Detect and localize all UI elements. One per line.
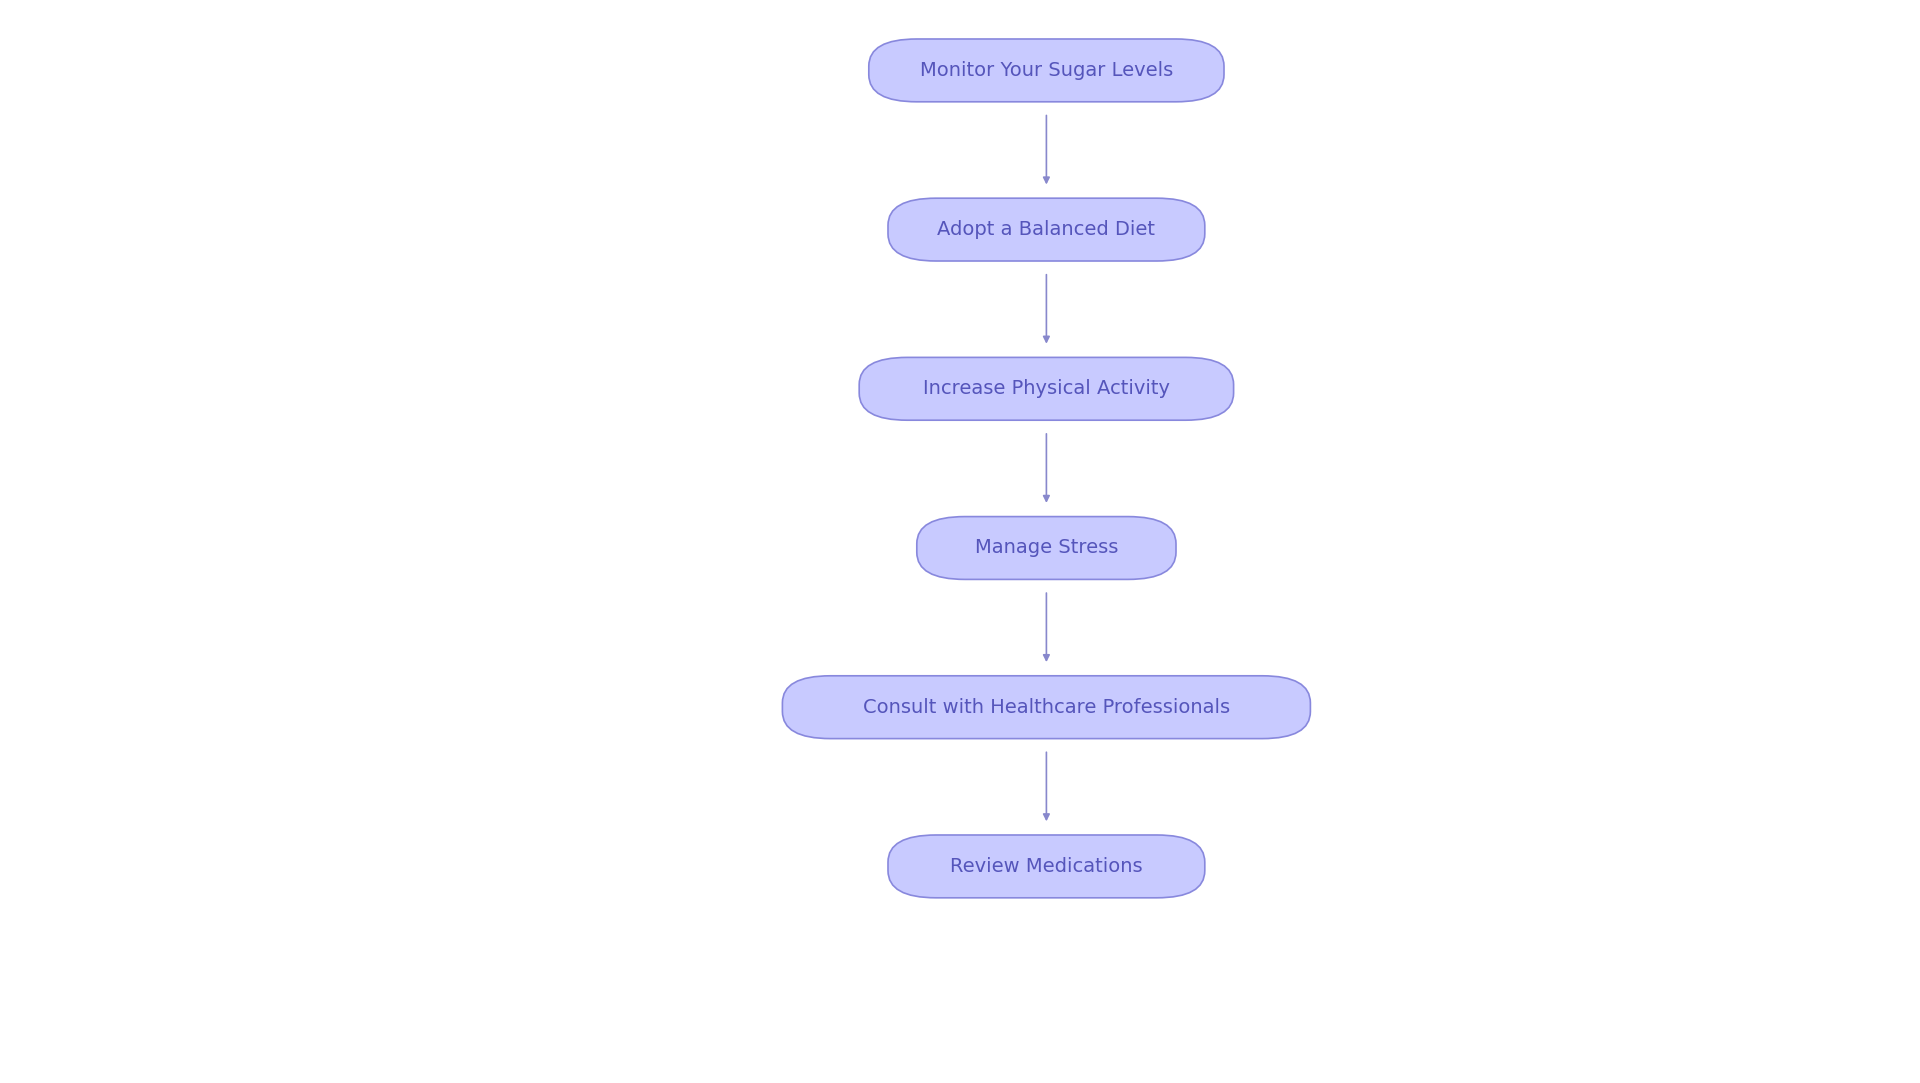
FancyBboxPatch shape	[918, 517, 1175, 579]
FancyBboxPatch shape	[783, 676, 1309, 739]
FancyBboxPatch shape	[860, 357, 1235, 420]
Text: Monitor Your Sugar Levels: Monitor Your Sugar Levels	[920, 61, 1173, 80]
Text: Increase Physical Activity: Increase Physical Activity	[924, 379, 1169, 399]
FancyBboxPatch shape	[868, 39, 1225, 102]
Text: Adopt a Balanced Diet: Adopt a Balanced Diet	[937, 220, 1156, 239]
FancyBboxPatch shape	[887, 198, 1206, 261]
Text: Review Medications: Review Medications	[950, 857, 1142, 876]
Text: Consult with Healthcare Professionals: Consult with Healthcare Professionals	[862, 697, 1231, 717]
Text: Manage Stress: Manage Stress	[975, 538, 1117, 558]
FancyBboxPatch shape	[887, 835, 1206, 898]
